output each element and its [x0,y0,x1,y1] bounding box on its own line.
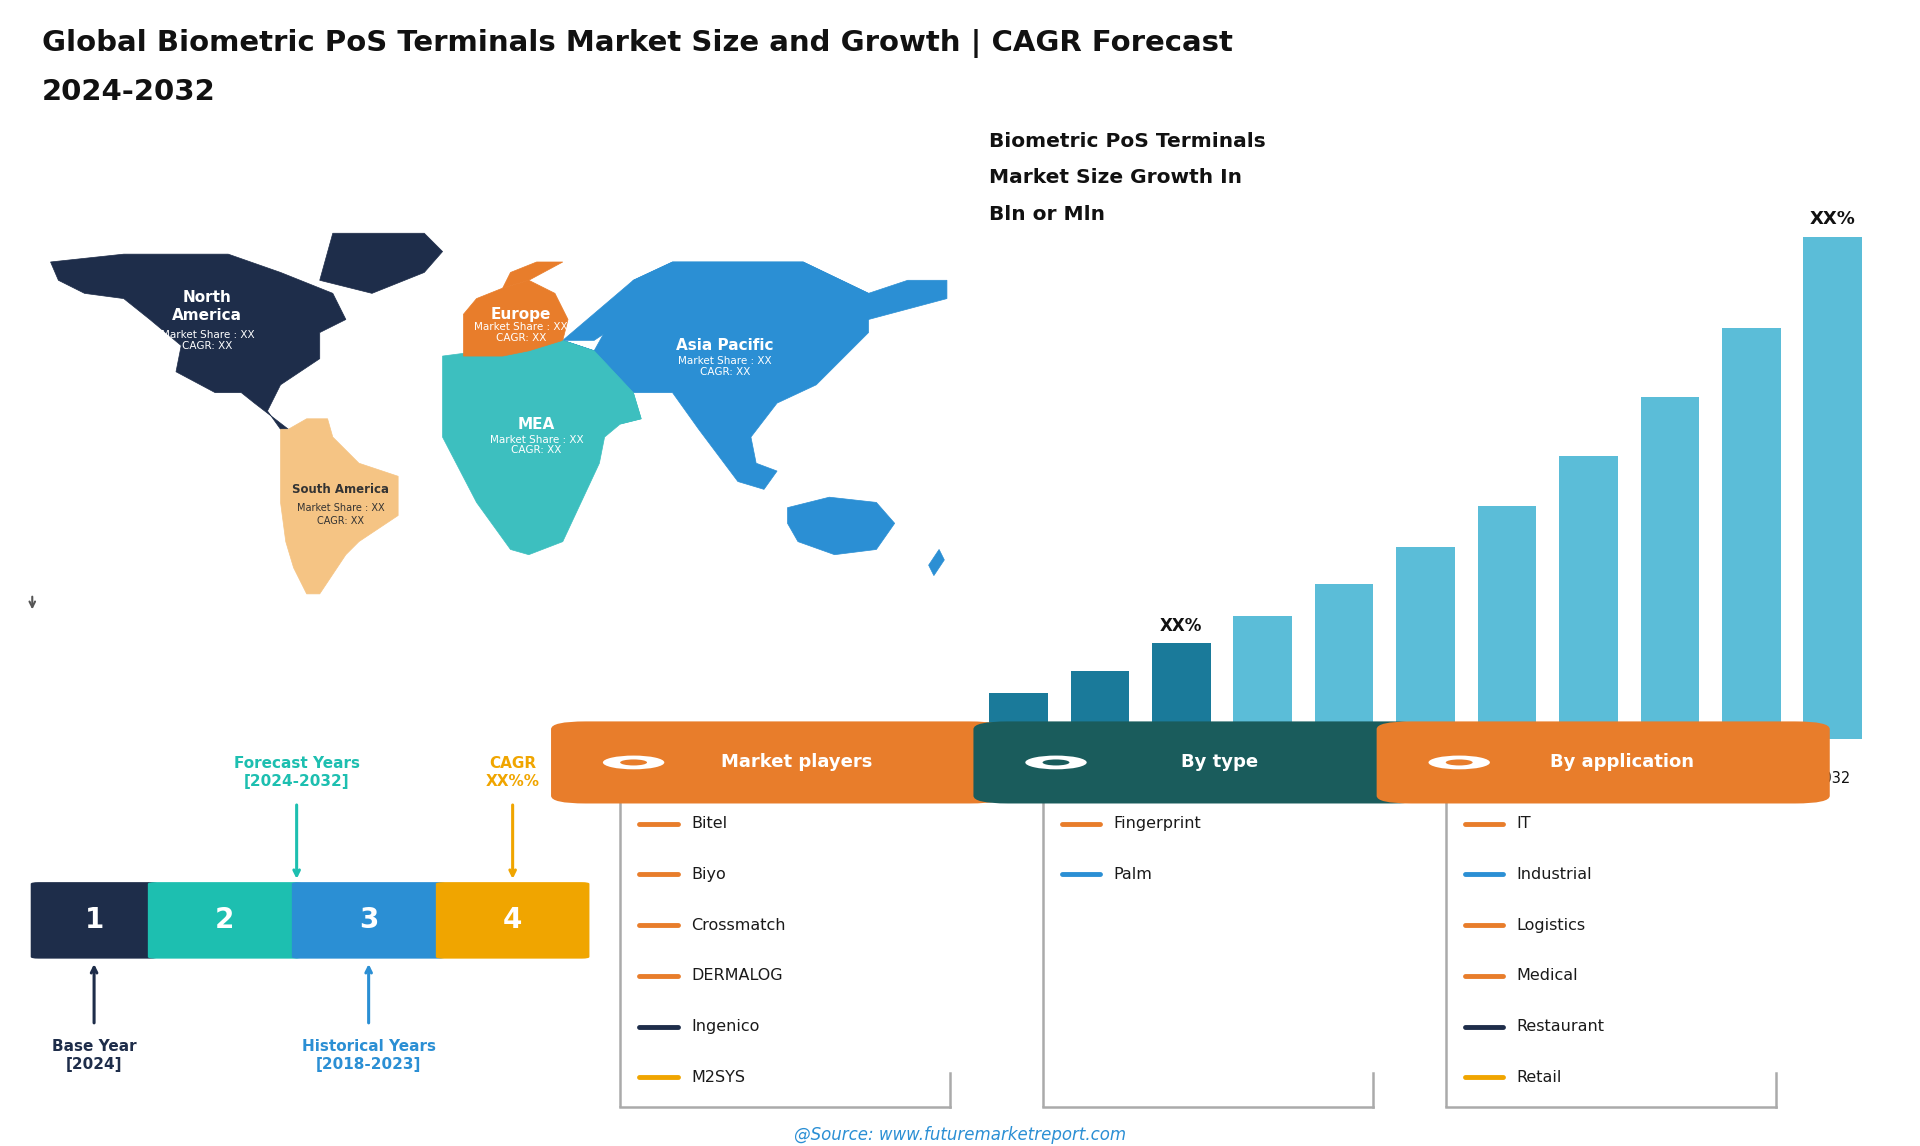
Text: DERMALOG: DERMALOG [691,968,783,983]
Polygon shape [280,418,397,594]
Text: Asia Pacific: Asia Pacific [676,338,774,353]
Text: Market Share : XX: Market Share : XX [298,503,384,512]
FancyBboxPatch shape [31,882,157,958]
Bar [1233,615,1292,739]
Text: Biometric PoS Terminals: Biometric PoS Terminals [989,132,1265,151]
Text: Logistics: Logistics [1517,918,1586,933]
Text: CAGR: XX: CAGR: XX [511,445,563,455]
Text: 2032: 2032 [1814,771,1851,786]
Polygon shape [563,340,641,424]
Text: Forecast Years
[2024-2032]: Forecast Years [2024-2032] [234,755,359,790]
Bar [989,693,1048,739]
Text: IT: IT [1517,816,1532,831]
Text: 2: 2 [215,906,234,934]
FancyBboxPatch shape [148,882,301,958]
Bar [1722,328,1780,739]
Bar [1396,548,1455,739]
Text: Market players: Market players [722,753,872,771]
Text: Biyo: Biyo [691,866,726,882]
Text: Ingenico: Ingenico [691,1019,760,1034]
Text: North
America: North America [173,290,242,323]
Polygon shape [321,234,442,293]
Text: 3: 3 [359,906,378,934]
Bar [1640,397,1699,739]
Polygon shape [442,340,641,555]
Circle shape [1428,755,1490,769]
Text: CAGR: XX: CAGR: XX [317,516,365,526]
Text: 2026: 2026 [1325,771,1363,786]
Text: Restaurant: Restaurant [1517,1019,1605,1034]
Circle shape [603,755,664,769]
Text: Industrial: Industrial [1517,866,1592,882]
Text: Market Share : XX: Market Share : XX [678,356,772,367]
Circle shape [620,760,647,766]
Text: Bln or Mln: Bln or Mln [989,205,1104,225]
Text: By type: By type [1181,753,1258,771]
Text: 1: 1 [84,906,104,934]
Text: 2031: 2031 [1732,771,1770,786]
Text: 2025: 2025 [1244,771,1281,786]
Polygon shape [50,254,346,430]
Bar [1071,670,1129,739]
FancyBboxPatch shape [292,882,445,958]
Text: 2029: 2029 [1571,771,1607,786]
Text: Bitel: Bitel [691,816,728,831]
Text: 2030: 2030 [1651,771,1688,786]
Text: Market Size Growth In: Market Size Growth In [989,168,1242,188]
Bar [1315,583,1373,739]
Text: 4: 4 [503,906,522,934]
Text: Market Share : XX: Market Share : XX [490,434,584,445]
FancyBboxPatch shape [973,722,1427,803]
Text: Fingerprint: Fingerprint [1114,816,1202,831]
Bar [1478,507,1536,739]
Text: 2027: 2027 [1407,771,1444,786]
FancyBboxPatch shape [436,882,589,958]
Text: Europe: Europe [492,307,551,322]
Polygon shape [503,262,563,288]
Text: CAGR: XX: CAGR: XX [182,340,232,351]
Bar [1559,456,1619,739]
Text: 2024-2032: 2024-2032 [42,78,215,105]
Text: XX%: XX% [1160,617,1202,635]
Text: Retail: Retail [1517,1069,1563,1085]
Polygon shape [563,262,868,489]
Polygon shape [563,262,947,340]
Text: 2024: 2024 [1164,771,1200,786]
Polygon shape [463,281,568,356]
Text: CAGR
XX%%: CAGR XX%% [486,755,540,790]
Text: Palm: Palm [1114,866,1152,882]
FancyBboxPatch shape [1377,722,1830,803]
Bar [1803,236,1862,739]
Text: 2023: 2023 [1081,771,1119,786]
Text: CAGR: XX: CAGR: XX [699,367,751,377]
Text: Medical: Medical [1517,968,1578,983]
Text: CAGR: XX: CAGR: XX [495,332,545,343]
Text: Historical Years
[2018-2023]: Historical Years [2018-2023] [301,1038,436,1073]
Circle shape [1025,755,1087,769]
FancyBboxPatch shape [551,722,1004,803]
Circle shape [1043,760,1069,766]
Text: Market Share : XX: Market Share : XX [474,322,568,332]
Polygon shape [929,549,945,575]
Bar [1152,643,1212,739]
Text: By application: By application [1549,753,1693,771]
Text: Base Year
[2024]: Base Year [2024] [52,1038,136,1073]
Text: M2SYS: M2SYS [691,1069,745,1085]
Text: South America: South America [292,482,390,496]
Text: XX%: XX% [1811,211,1857,228]
Text: Global Biometric PoS Terminals Market Size and Growth | CAGR Forecast: Global Biometric PoS Terminals Market Si… [42,29,1233,57]
Text: 2022: 2022 [1000,771,1037,786]
Text: 2028: 2028 [1488,771,1526,786]
Circle shape [1446,760,1473,766]
Text: Market Share : XX: Market Share : XX [161,330,253,340]
Text: Crossmatch: Crossmatch [691,918,785,933]
Text: MEA: MEA [518,416,555,432]
Text: @Source: www.futuremarketreport.com: @Source: www.futuremarketreport.com [795,1125,1125,1144]
Polygon shape [787,497,895,555]
